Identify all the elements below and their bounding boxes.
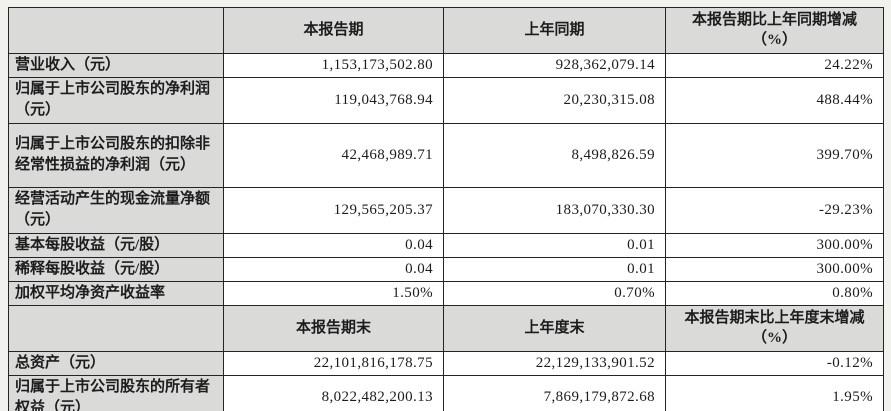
row-label: 经营活动产生的现金流量净额（元） [8, 186, 224, 234]
value-prior: 0.01 [443, 232, 666, 258]
col-header-prior-period: 上年同期 [443, 7, 666, 54]
value-change: 300.00% [665, 256, 884, 282]
col-header-change-pct: 本报告期末比上年度末增减 （%） [665, 304, 884, 352]
col-header-end-of-period: 本报告期末 [223, 304, 444, 352]
section2-header-row: 本报告期末 上年度末 本报告期末比上年度末增减 （%） [8, 304, 884, 352]
value-change: 24.22% [665, 52, 884, 78]
value-current: 0.04 [223, 256, 444, 282]
value-change: 1.95% [665, 374, 884, 411]
corner-cell [8, 7, 224, 54]
section1-header-row: 本报告期 上年同期 本报告期比上年同期增减 （%） [8, 7, 884, 54]
value-change: -0.12% [665, 350, 884, 376]
row-label: 归属于上市公司股东的净利润（元） [8, 76, 224, 124]
financial-summary-table: 本报告期 上年同期 本报告期比上年同期增减 （%） 营业收入（元） 1,153,… [8, 7, 884, 411]
table-row-weighted-avg-roe: 加权平均净资产收益率 1.50% 0.70% 0.80% [8, 280, 884, 306]
value-prior: 928,362,079.14 [443, 52, 666, 78]
row-label: 归属于上市公司股东的所有者权益（元） [8, 374, 224, 411]
col-header-change-line2: （%） [751, 330, 797, 346]
value-current: 1,153,173,502.80 [223, 52, 444, 78]
table-row-diluted-eps: 稀释每股收益（元/股） 0.04 0.01 300.00% [8, 256, 884, 282]
corner-cell [8, 304, 224, 352]
value-change: -29.23% [665, 186, 884, 234]
table-row-net-profit-excl-nonrecurring: 归属于上市公司股东的扣除非经常性损益的净利润（元） 42,468,989.71 … [8, 122, 884, 188]
col-header-change-line1: 本报告期末比上年度末增减 [684, 309, 865, 326]
value-current: 42,468,989.71 [223, 122, 444, 188]
row-label: 营业收入（元） [8, 52, 224, 78]
table-row-shareholders-equity: 归属于上市公司股东的所有者权益（元） 8,022,482,200.13 7,86… [8, 374, 884, 411]
table-row-net-profit: 归属于上市公司股东的净利润（元） 119,043,768.94 20,230,3… [8, 76, 884, 124]
value-prior: 8,498,826.59 [443, 122, 666, 188]
value-prior: 183,070,330.30 [443, 186, 666, 234]
value-current: 1.50% [223, 280, 444, 306]
value-current: 129,565,205.37 [223, 186, 444, 234]
row-label: 总资产（元） [8, 350, 224, 376]
value-change: 0.80% [665, 280, 884, 306]
value-prior: 0.70% [443, 280, 666, 306]
row-label: 加权平均净资产收益率 [8, 280, 224, 306]
value-prior: 22,129,133,901.52 [443, 350, 666, 376]
value-current: 119,043,768.94 [223, 76, 444, 124]
col-header-end-of-prior-year: 上年度末 [443, 304, 666, 352]
value-change: 488.44% [665, 76, 884, 124]
row-label: 归属于上市公司股东的扣除非经常性损益的净利润（元） [8, 122, 224, 188]
value-prior: 0.01 [443, 256, 666, 282]
col-header-current-period: 本报告期 [223, 7, 444, 54]
value-change: 399.70% [665, 122, 884, 188]
col-header-change-line1: 本报告期比上年同期增减 [691, 12, 857, 28]
value-current: 0.04 [223, 232, 444, 258]
value-prior: 20,230,315.08 [443, 76, 666, 124]
table-row-revenue: 营业收入（元） 1,153,173,502.80 928,362,079.14 … [8, 52, 884, 78]
value-current: 8,022,482,200.13 [223, 374, 444, 411]
value-prior: 7,869,179,872.68 [443, 374, 666, 411]
value-change: 300.00% [665, 232, 884, 258]
row-label: 稀释每股收益（元/股） [8, 256, 224, 282]
col-header-change-pct: 本报告期比上年同期增减 （%） [665, 7, 884, 54]
value-current: 22,101,816,178.75 [223, 350, 444, 376]
table-row-basic-eps: 基本每股收益（元/股） 0.04 0.01 300.00% [8, 232, 884, 258]
table-row-operating-cash-flow: 经营活动产生的现金流量净额（元） 129,565,205.37 183,070,… [8, 186, 884, 234]
table-row-total-assets: 总资产（元） 22,101,816,178.75 22,129,133,901.… [8, 350, 884, 376]
col-header-change-line2: （%） [751, 32, 797, 49]
row-label: 基本每股收益（元/股） [8, 232, 224, 258]
